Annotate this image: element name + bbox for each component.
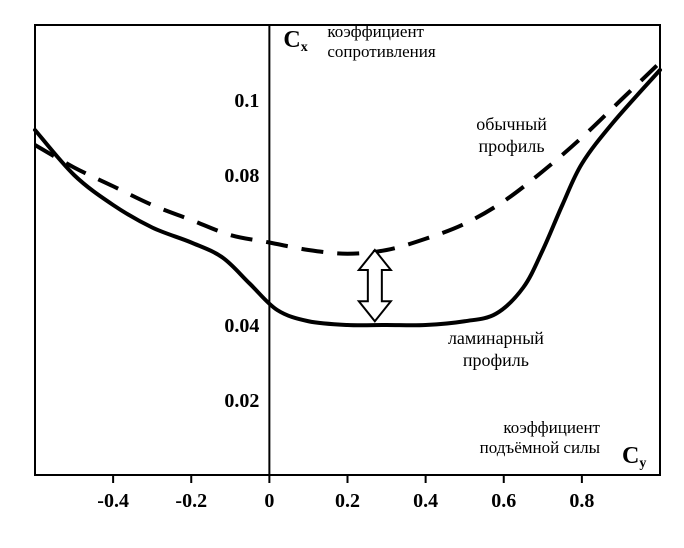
x-tick-label: 0.6	[491, 490, 516, 512]
y-tick-label: 0.1	[234, 90, 259, 112]
x-tick-label: -0.2	[175, 490, 207, 512]
chart-svg: -0.4-0.200.20.40.60.80.020.040.080.1Cxко…	[0, 0, 684, 548]
x-axis-title-2: подъёмной силы	[480, 438, 601, 457]
y-axis-title-2: сопротивления	[327, 42, 435, 61]
label-conventional-2: профиль	[479, 136, 545, 156]
y-tick-label: 0.08	[224, 165, 259, 187]
x-tick-label: 0	[264, 490, 274, 512]
label-conventional-1: обычный	[476, 114, 547, 134]
x-tick-label: 0.4	[413, 490, 438, 512]
x-axis-title-1: коэффициент	[503, 418, 600, 437]
chart-container: -0.4-0.200.20.40.60.80.020.040.080.1Cxко…	[0, 0, 684, 548]
x-tick-label: 0.2	[335, 490, 360, 512]
label-laminar-2: профиль	[463, 350, 529, 370]
y-axis-title-1: коэффициент	[327, 22, 424, 41]
y-tick-label: 0.02	[224, 390, 259, 412]
label-laminar-1: ламинарный	[448, 328, 544, 348]
y-tick-label: 0.04	[224, 315, 259, 337]
chart-bg	[0, 0, 684, 548]
x-tick-label: 0.8	[569, 490, 594, 512]
x-tick-label: -0.4	[97, 490, 129, 512]
